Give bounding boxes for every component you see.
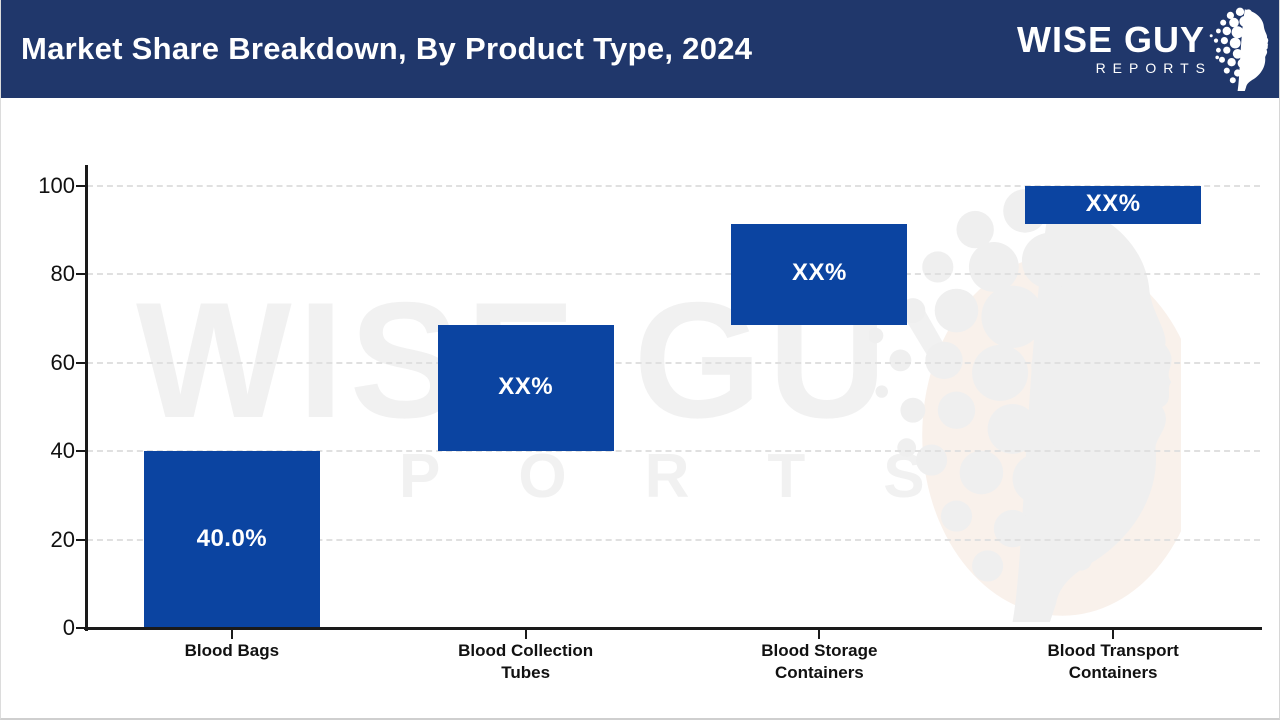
y-axis-tick [76,185,85,187]
header: Market Share Breakdown, By Product Type,… [1,0,1279,98]
y-axis-ticklabel: 40 [50,438,75,464]
x-axis-ticklabel: Blood Storage Containers [761,641,878,682]
y-axis-ticklabel: 0 [62,615,75,640]
grid-line [87,185,1260,187]
brand-logo-text: WISE GUY REPORTS [1016,19,1205,77]
bar: XX% [437,325,614,452]
x-axis-tick [1112,630,1115,639]
y-axis-ticklabel: 60 [50,349,75,375]
y-axis-line [85,165,88,631]
y-axis-tick [76,627,85,629]
x-axis-ticklabel: Blood Collection Tubes [458,641,594,682]
grid-line [87,538,1260,541]
bar-value-label: 40.0% [196,524,268,552]
grid-line [87,361,1260,364]
bar: XX% [731,223,908,326]
grid-line [87,450,1260,453]
x-axis-tick [524,630,527,639]
watermark-reports-text: PORTS [399,442,1003,511]
y-axis-ticklabel: 20 [50,526,75,552]
chart-title: Market Share Breakdown, By Product Type,… [21,31,753,66]
grid-line [87,273,1260,276]
bar: 40.0% [143,451,320,628]
x-axis-ticklabel: Blood Bags [184,641,280,660]
brand-subtitle: REPORTS [1095,60,1212,76]
brand-logo: WISE GUY REPORTS [1017,0,1271,98]
bar-value-label: XX% [498,373,554,401]
bar-value-label: XX% [1085,189,1141,217]
watermark-head-icon [869,189,1181,622]
x-axis-ticklabel: Blood Transport Containers [1047,641,1179,682]
y-axis-tick [76,450,85,453]
x-axis-tick [230,630,233,639]
x-axis-tick [818,630,821,639]
y-axis-tick [76,273,85,276]
bar-value-label: XX% [791,259,847,287]
y-axis-tick [76,538,85,541]
logo-head-icon [1209,7,1269,91]
brand-name: WISE GUY [1016,19,1205,60]
y-axis-ticklabel: 100 [38,173,75,198]
y-axis-ticklabel: 80 [50,261,75,287]
bar: XX% [1025,186,1202,224]
y-axis-tick [76,361,85,364]
x-axis-line [84,627,1262,630]
